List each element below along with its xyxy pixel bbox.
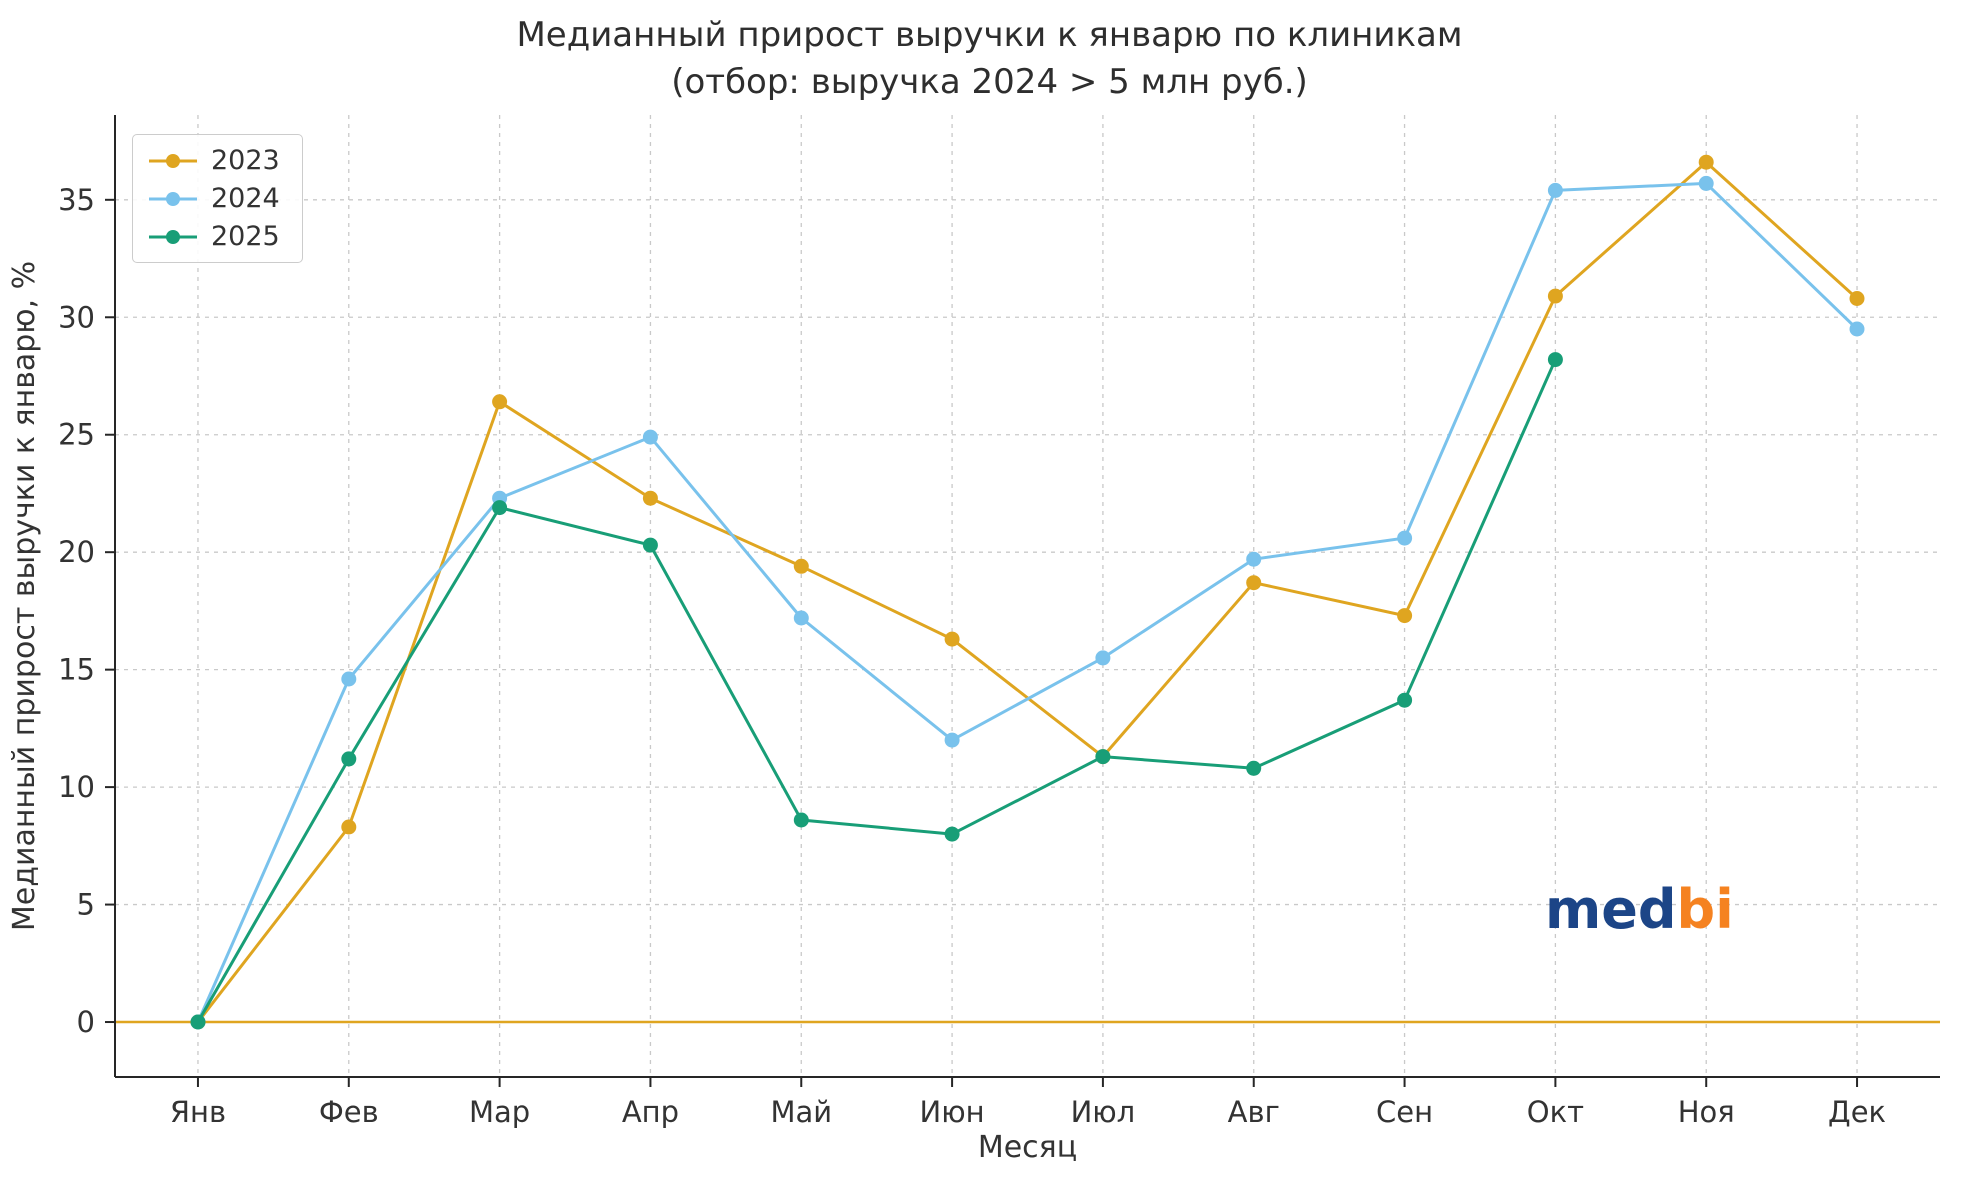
x-tick-label: Окт xyxy=(1527,1095,1584,1129)
x-tick-label: Июл xyxy=(1071,1095,1136,1129)
marker-2023 xyxy=(341,819,357,835)
y-tick-label: 0 xyxy=(77,1005,95,1039)
marker-2025 xyxy=(793,812,809,828)
marker-2025 xyxy=(492,500,508,516)
legend-item-2024: 2024 xyxy=(147,183,280,214)
marker-2025 xyxy=(190,1014,206,1030)
chart-title: Медианный прирост выручки к январю по кл… xyxy=(0,12,1979,106)
legend-item-2025: 2025 xyxy=(147,221,280,252)
legend-label: 2023 xyxy=(211,145,280,176)
x-tick-label: Дек xyxy=(1828,1095,1886,1129)
marker-2023 xyxy=(492,394,508,410)
y-tick-label: 10 xyxy=(58,770,95,804)
marker-2024 xyxy=(944,732,960,748)
y-tick-label: 15 xyxy=(58,653,95,687)
marker-2023 xyxy=(1849,291,1865,306)
marker-2024 xyxy=(1397,530,1413,546)
chart-title-line2: (отбор: выручка 2024 > 5 млн руб.) xyxy=(671,61,1308,102)
x-tick-label: Сен xyxy=(1376,1095,1433,1129)
chart-title-line1: Медианный прирост выручки к январю по кл… xyxy=(516,15,1463,55)
marker-2025 xyxy=(642,537,658,553)
x-tick-label: Ноя xyxy=(1678,1095,1735,1129)
y-axis-label: Медианный прирост выручки к январю, % xyxy=(7,261,42,931)
marker-2023 xyxy=(1397,608,1413,624)
marker-2023 xyxy=(944,631,960,647)
marker-2023 xyxy=(793,558,809,574)
line-series-2024 xyxy=(196,181,1859,1023)
y-tick-label: 25 xyxy=(58,418,95,452)
marker-2024 xyxy=(1849,321,1865,337)
x-tick-label: Июн xyxy=(920,1095,985,1129)
marker-2024 xyxy=(793,610,809,626)
brand-logo-bi: bi xyxy=(1676,878,1734,941)
brand-logo: medbi xyxy=(1545,878,1734,941)
x-axis-label: Месяц xyxy=(978,1130,1077,1165)
marker-2024 xyxy=(1246,551,1262,567)
legend-label: 2024 xyxy=(211,183,280,214)
marker-2023 xyxy=(1698,154,1714,170)
x-tick-label: Янв xyxy=(170,1095,226,1129)
marker-2025 xyxy=(1397,692,1413,708)
marker-2025 xyxy=(944,826,960,842)
marker-2025 xyxy=(1547,352,1563,368)
x-tick-label: Апр xyxy=(622,1095,679,1129)
y-tick-label: 5 xyxy=(77,888,95,922)
marker-2024 xyxy=(642,429,658,445)
legend-label: 2025 xyxy=(211,221,280,252)
y-tick-label: 35 xyxy=(58,183,95,217)
marker-2025 xyxy=(1246,760,1262,776)
marker-2025 xyxy=(341,751,357,767)
x-tick-label: Авг xyxy=(1228,1095,1280,1129)
x-tick-label: Май xyxy=(770,1095,832,1129)
y-tick-label: 30 xyxy=(58,300,95,334)
marker-2025 xyxy=(1095,749,1111,765)
legend-item-2023: 2023 xyxy=(147,145,280,176)
line-series-2025 xyxy=(196,358,1557,1023)
brand-logo-med: med xyxy=(1545,878,1677,941)
marker-2024 xyxy=(341,671,357,687)
marker-2023 xyxy=(642,490,658,506)
x-tick-label: Фев xyxy=(319,1095,379,1129)
legend-line-icon xyxy=(149,153,197,168)
legend-line-icon xyxy=(149,191,197,206)
marker-2024 xyxy=(1095,650,1111,666)
legend-line-icon xyxy=(149,229,197,244)
y-tick-label: 20 xyxy=(58,535,95,569)
marker-2024 xyxy=(1547,182,1563,198)
marker-2024 xyxy=(1698,175,1714,191)
chart-legend: 2023 2024 2025 xyxy=(132,134,303,263)
marker-2023 xyxy=(1246,575,1262,591)
x-tick-label: Мар xyxy=(469,1095,530,1129)
marker-2023 xyxy=(1547,288,1563,304)
